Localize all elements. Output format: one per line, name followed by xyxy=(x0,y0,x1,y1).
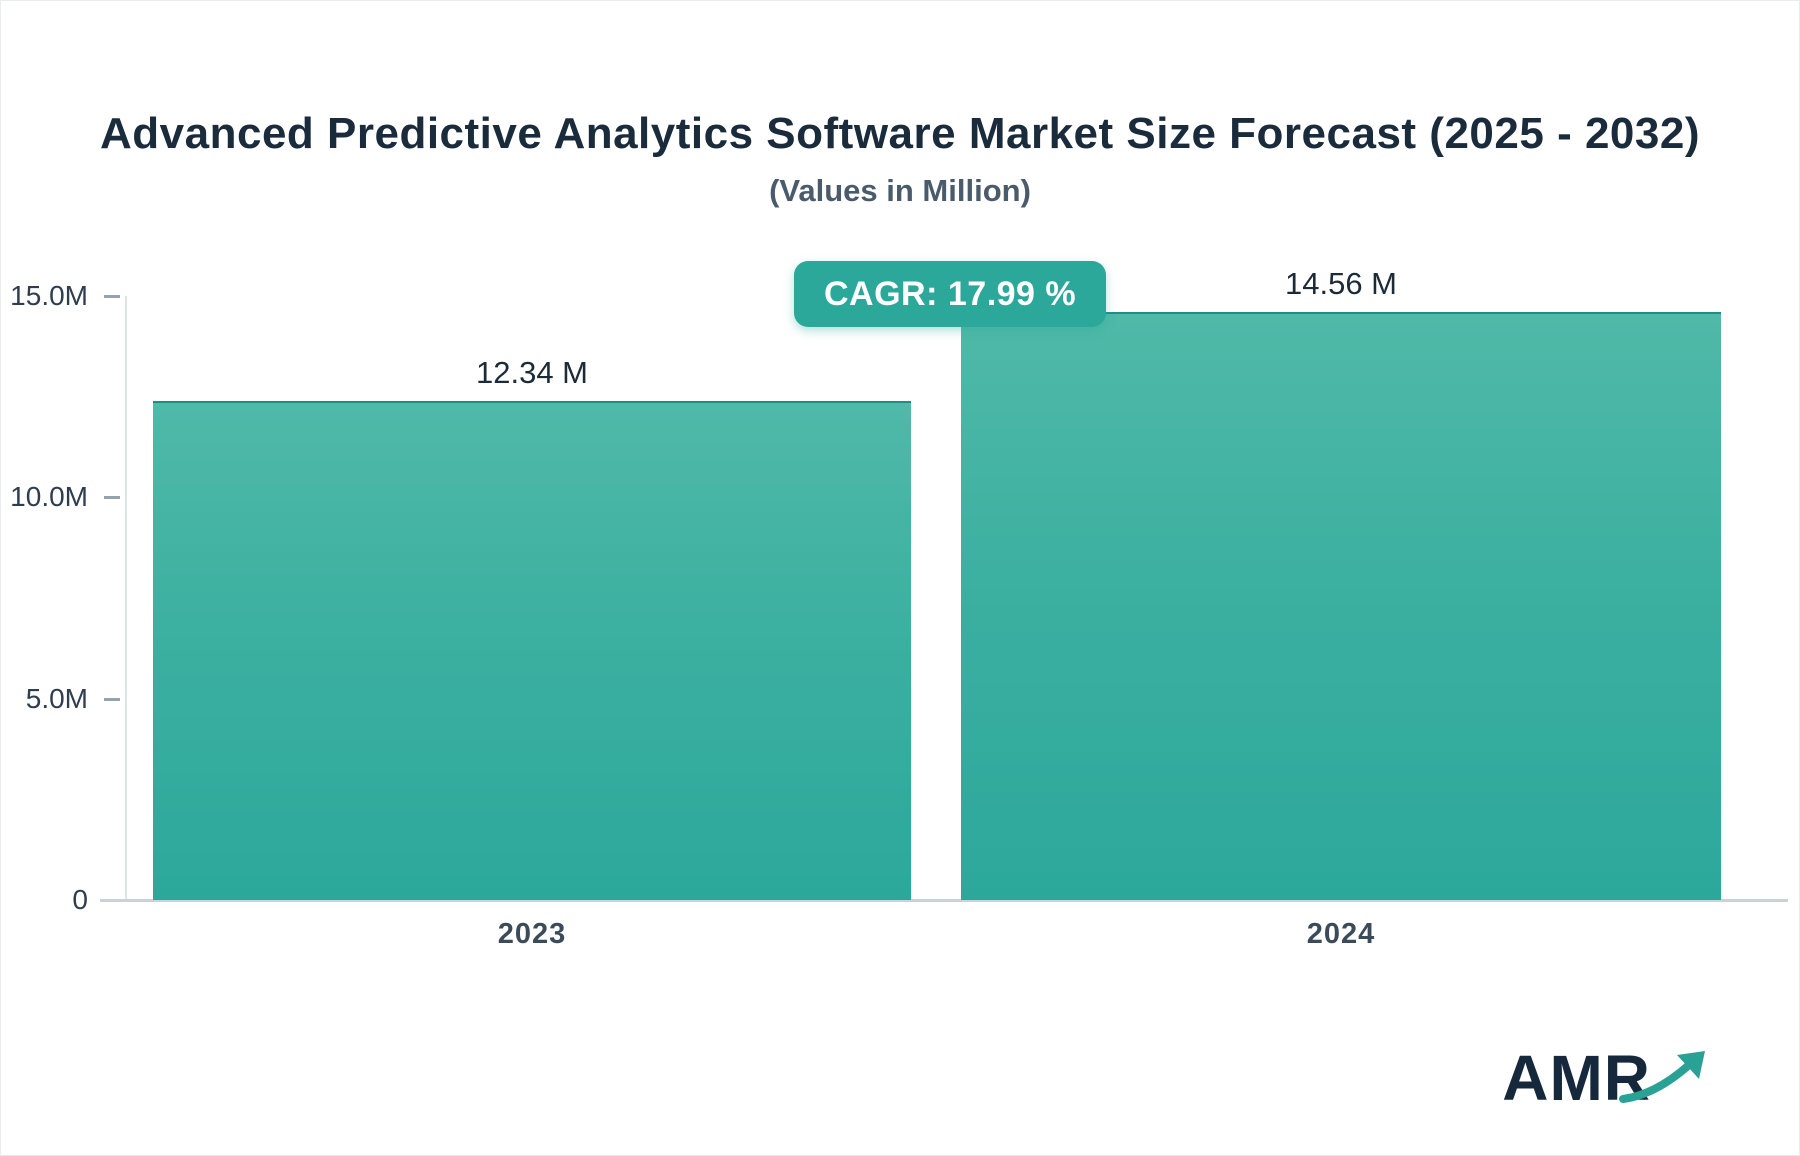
y-tick-mark xyxy=(104,295,120,298)
x-axis-label-2024: 2024 xyxy=(1306,918,1376,950)
cagr-badge: CAGR: 17.99 % xyxy=(794,261,1107,327)
y-tick-label: 10.0M xyxy=(10,481,88,513)
y-tick-label: 5.0M xyxy=(25,682,88,714)
bar-2023 xyxy=(153,401,911,900)
y-tick-label: 15.0M xyxy=(10,280,88,311)
y-axis-line xyxy=(125,296,127,900)
plot-area: 0 5.0M 10.0M 15.0M 12.34 M 2023 14.56 M 202… xyxy=(10,266,1788,950)
y-tick-label: 0 xyxy=(72,884,88,915)
y-tick-mark xyxy=(104,496,120,500)
y-tick-mark xyxy=(104,697,120,701)
growth-arrow-icon xyxy=(1619,1051,1705,1103)
amr-logo: AMR xyxy=(1502,1041,1713,1115)
bar-value-label-2023: 12.34 M xyxy=(475,355,588,391)
x-axis-line xyxy=(100,899,1788,902)
chart-subtitle: (Values in Million) xyxy=(769,173,1031,208)
bar-2024 xyxy=(961,311,1721,900)
chart-title: Advanced Predictive Analytics Software M… xyxy=(100,109,1700,158)
x-axis-label-2023: 2023 xyxy=(497,918,567,950)
bar-group-2023: 12.34 M 2023 xyxy=(153,296,911,950)
bar-value-label-2024: 14.56 M xyxy=(1284,265,1397,301)
bar-group-2024: 14.56 M 2024 xyxy=(961,266,1721,950)
